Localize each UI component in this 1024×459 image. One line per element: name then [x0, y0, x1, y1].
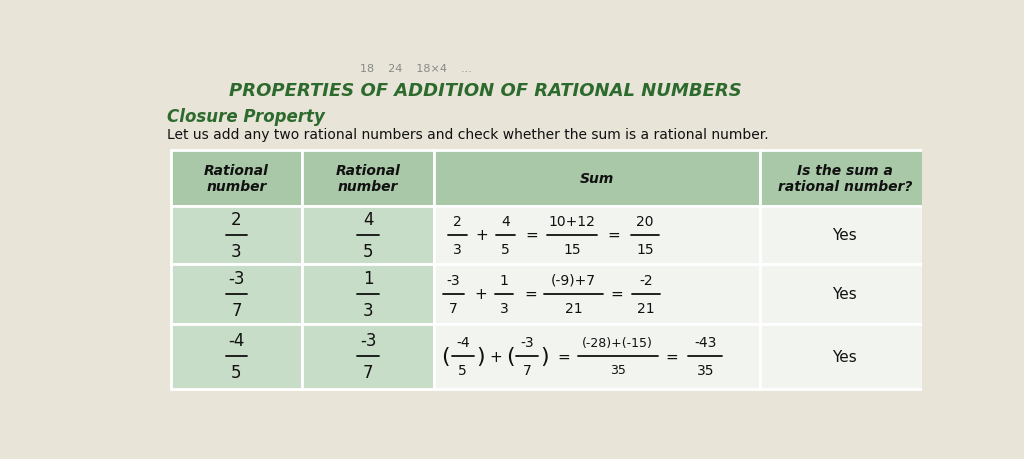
Text: Rational
number: Rational number — [336, 164, 400, 194]
Text: -4: -4 — [456, 336, 470, 350]
Bar — [434, 264, 760, 324]
Text: 15: 15 — [636, 242, 653, 256]
Text: 3: 3 — [362, 301, 374, 319]
Text: =: = — [557, 349, 570, 364]
Bar — [171, 324, 302, 389]
Text: 2: 2 — [231, 210, 242, 228]
Text: +: + — [476, 228, 488, 243]
Text: 35: 35 — [696, 364, 714, 378]
Text: 1: 1 — [500, 273, 508, 287]
Text: 5: 5 — [501, 242, 510, 256]
Text: -3: -3 — [360, 332, 377, 350]
Text: Yes: Yes — [833, 286, 857, 302]
Text: 5: 5 — [459, 364, 467, 378]
Text: 35: 35 — [610, 364, 626, 376]
Text: 7: 7 — [450, 301, 458, 315]
Text: PROPERTIES OF ADDITION OF RATIONAL NUMBERS: PROPERTIES OF ADDITION OF RATIONAL NUMBE… — [228, 82, 741, 100]
Text: =: = — [610, 286, 623, 302]
Text: 3: 3 — [231, 242, 242, 260]
Text: 5: 5 — [231, 364, 242, 381]
Bar — [171, 264, 302, 324]
Text: Closure Property: Closure Property — [167, 107, 325, 125]
Bar — [760, 324, 930, 389]
Text: 10+12: 10+12 — [549, 214, 596, 228]
Bar — [760, 264, 930, 324]
Bar — [434, 151, 760, 207]
Bar — [760, 207, 930, 264]
Text: ): ) — [541, 347, 549, 367]
Text: 7: 7 — [522, 364, 531, 378]
Text: (: ( — [506, 347, 514, 367]
Text: -2: -2 — [639, 273, 652, 287]
Text: 4: 4 — [501, 214, 510, 228]
Text: (: ( — [441, 347, 451, 367]
Bar — [302, 207, 434, 264]
Text: 5: 5 — [362, 242, 374, 260]
Text: Let us add any two rational numbers and check whether the sum is a rational numb: Let us add any two rational numbers and … — [167, 128, 768, 142]
Text: 18    24    18×4    ...: 18 24 18×4 ... — [360, 64, 472, 74]
Text: 4: 4 — [362, 210, 374, 228]
Bar — [434, 324, 760, 389]
Text: (-28)+(-15): (-28)+(-15) — [583, 337, 653, 350]
Text: Yes: Yes — [833, 228, 857, 243]
Text: -3: -3 — [228, 269, 245, 287]
Text: 3: 3 — [500, 301, 508, 315]
Text: ): ) — [476, 347, 485, 367]
Text: =: = — [524, 286, 538, 302]
Text: -4: -4 — [228, 332, 245, 350]
Text: Sum: Sum — [580, 172, 614, 186]
Text: 7: 7 — [231, 301, 242, 319]
Bar — [760, 151, 930, 207]
Text: 2: 2 — [453, 214, 462, 228]
Text: (-9)+7: (-9)+7 — [551, 273, 596, 287]
Text: 21: 21 — [637, 301, 654, 315]
Bar — [171, 207, 302, 264]
Text: 21: 21 — [565, 301, 583, 315]
Text: +: + — [474, 286, 487, 302]
Text: =: = — [607, 228, 621, 243]
Text: Rational
number: Rational number — [204, 164, 269, 194]
Text: Is the sum a
rational number?: Is the sum a rational number? — [777, 164, 912, 194]
Text: 1: 1 — [362, 269, 374, 287]
Text: -3: -3 — [446, 273, 461, 287]
Text: =: = — [525, 228, 539, 243]
Text: =: = — [666, 349, 679, 364]
Text: -43: -43 — [694, 336, 717, 350]
Text: 20: 20 — [636, 214, 653, 228]
Text: 15: 15 — [563, 242, 581, 256]
Bar — [171, 151, 302, 207]
Text: -3: -3 — [520, 336, 534, 350]
Bar — [302, 324, 434, 389]
Text: +: + — [489, 349, 503, 364]
Bar — [434, 207, 760, 264]
Bar — [302, 151, 434, 207]
Bar — [302, 264, 434, 324]
Text: 3: 3 — [453, 242, 462, 256]
Text: 7: 7 — [362, 364, 374, 381]
Text: Yes: Yes — [833, 349, 857, 364]
